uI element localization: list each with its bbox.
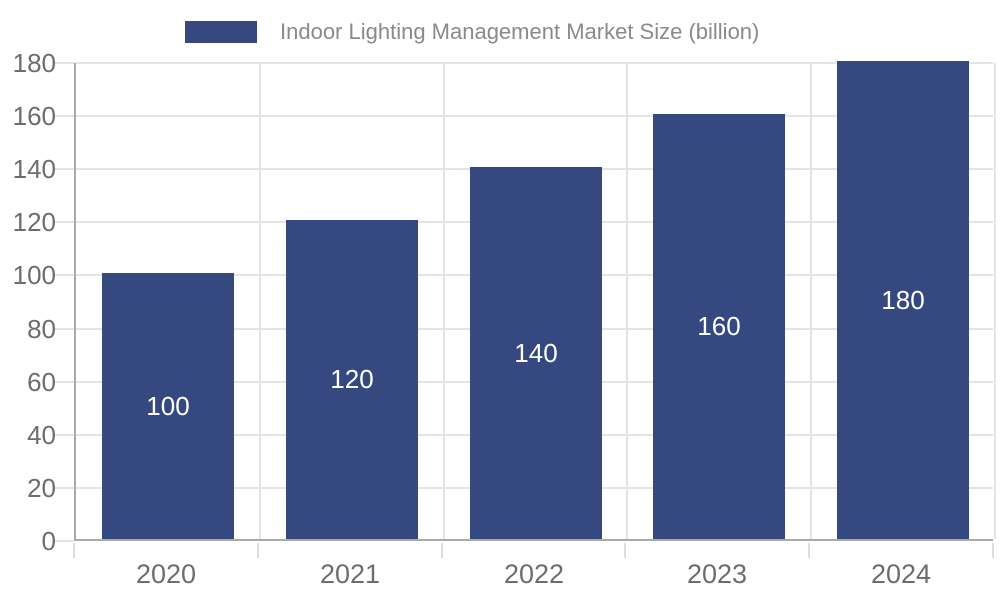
v-gridline <box>258 63 261 539</box>
bar-value-label: 140 <box>514 338 558 368</box>
y-tick-mark <box>54 433 74 436</box>
x-axis-tick-label: 2022 <box>503 559 565 589</box>
v-gridline <box>442 63 445 539</box>
y-axis-tick-label: 140 <box>12 154 56 185</box>
y-axis-tick-label: 20 <box>27 472 56 503</box>
h-gridline <box>76 115 993 118</box>
x-axis-tick-label: 2023 <box>686 559 748 589</box>
y-tick-mark <box>54 540 74 542</box>
x-tick-mark <box>624 543 627 558</box>
x-axis-tick-label: 2021 <box>319 559 381 589</box>
bar-value-label: 100 <box>146 391 190 421</box>
y-axis-tick-label: 0 <box>41 526 56 556</box>
y-tick-mark <box>54 380 74 383</box>
bar-value-label: 120 <box>330 364 374 394</box>
y-axis-tick-label: 60 <box>27 366 56 397</box>
bar-2021: 120 <box>286 220 418 539</box>
y-tick-mark <box>54 62 74 64</box>
bar-value-label: 160 <box>697 311 741 341</box>
h-gridline <box>76 62 993 64</box>
legend-swatch-icon <box>185 21 257 43</box>
y-axis-tick-label: 120 <box>12 207 56 238</box>
bar-2023: 160 <box>653 114 785 539</box>
y-tick-mark <box>54 274 74 277</box>
y-axis-tick-label: 180 <box>12 48 56 78</box>
y-axis-tick-label: 80 <box>27 313 56 344</box>
bar-2022: 140 <box>470 167 602 539</box>
x-axis-tick-label: 2020 <box>135 559 197 589</box>
y-tick-mark <box>54 486 74 489</box>
plot-area: 100 120 140 160 180 <box>74 61 996 541</box>
bar-2020: 100 <box>102 273 234 539</box>
v-gridline <box>994 63 996 539</box>
y-axis-tick-label: 40 <box>27 419 56 450</box>
y-tick-mark <box>54 168 74 171</box>
x-tick-mark <box>992 543 994 558</box>
legend-item[interactable]: Indoor Lighting Management Market Size (… <box>185 15 759 49</box>
bar-2024: 180 <box>837 61 969 539</box>
y-axis-tick-label: 160 <box>12 101 56 132</box>
y-tick-mark <box>54 327 74 330</box>
y-axis-tick-label: 100 <box>12 260 56 291</box>
x-tick-mark <box>256 543 259 558</box>
y-tick-mark <box>54 221 74 224</box>
v-gridline <box>810 63 813 539</box>
v-gridline <box>626 63 629 539</box>
x-tick-mark <box>440 543 443 558</box>
x-tick-mark <box>73 543 75 558</box>
y-tick-mark <box>54 115 74 118</box>
legend-label: Indoor Lighting Management Market Size (… <box>280 19 760 44</box>
x-tick-mark <box>808 543 811 558</box>
bar-value-label: 180 <box>881 285 925 315</box>
x-axis-tick-label: 2024 <box>870 559 932 589</box>
